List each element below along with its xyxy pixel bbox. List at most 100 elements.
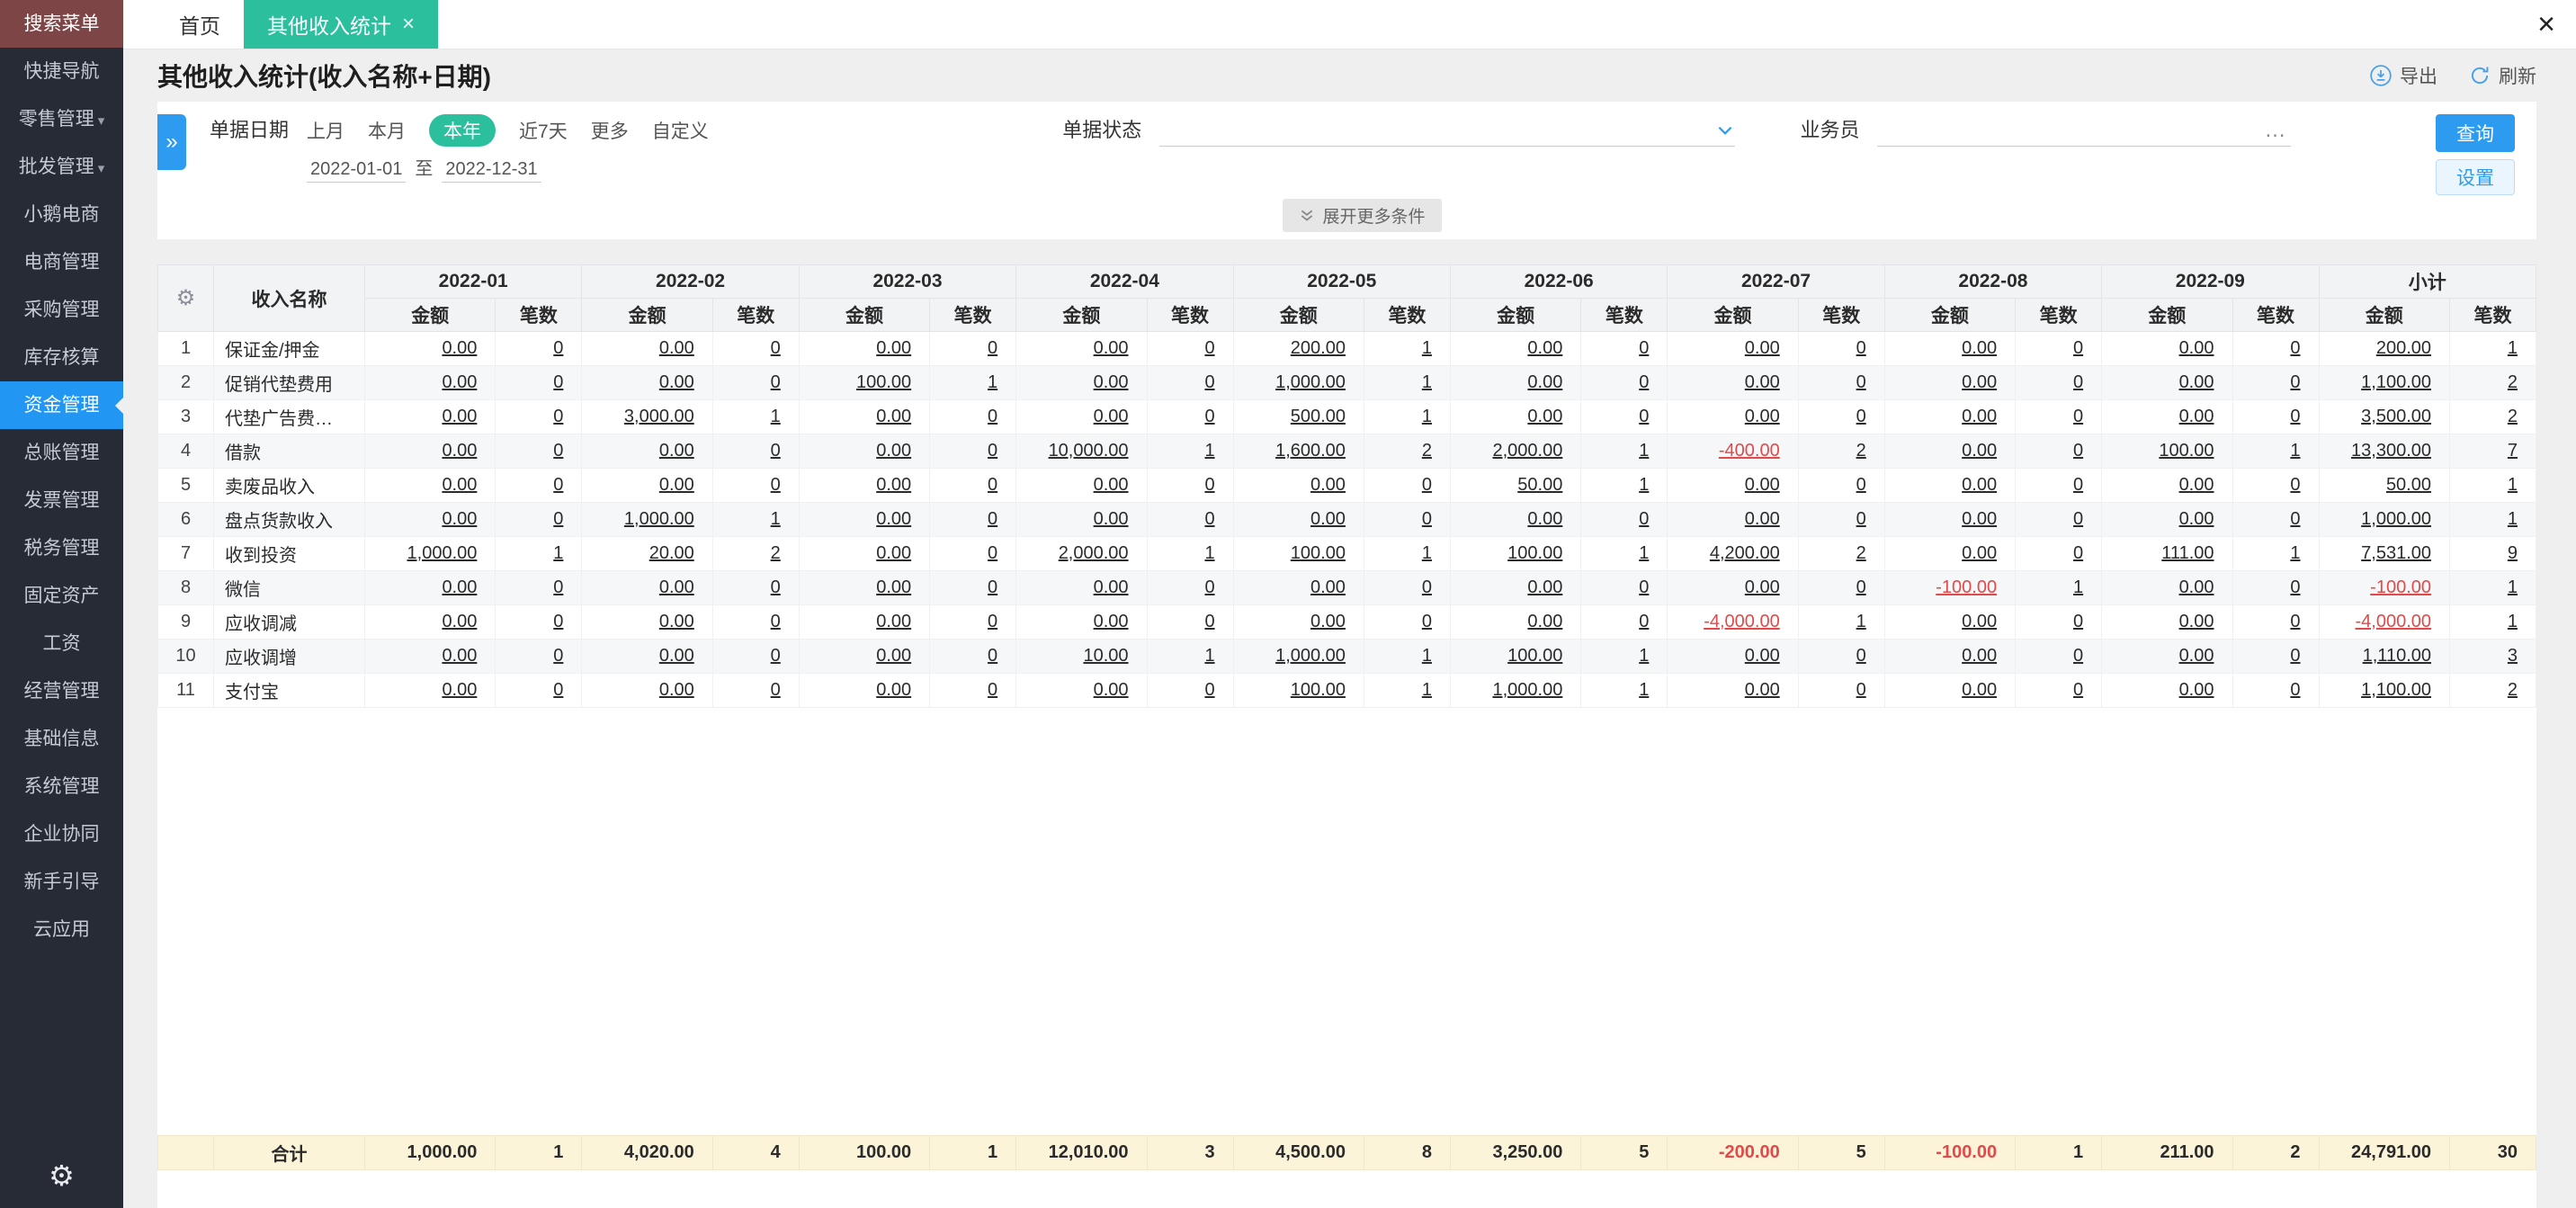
count-cell[interactable]: 0 bbox=[2232, 331, 2320, 366]
count-cell[interactable]: 1 bbox=[2015, 570, 2103, 605]
amount-cell[interactable]: -400.00 bbox=[1667, 434, 1799, 469]
count-cell[interactable]: 0 bbox=[2015, 331, 2103, 366]
sidebar-item[interactable]: 新手引导 bbox=[0, 858, 123, 906]
amount-cell[interactable]: 0.00 bbox=[363, 434, 496, 469]
count-cell[interactable]: 0 bbox=[495, 399, 583, 434]
amount-cell[interactable]: 0.00 bbox=[1883, 434, 2017, 469]
amount-cell[interactable]: 1,100.00 bbox=[2318, 673, 2451, 708]
date-option[interactable]: 上月 bbox=[307, 121, 345, 142]
count-cell[interactable]: 0 bbox=[929, 331, 1017, 366]
count-cell[interactable]: 0 bbox=[1146, 331, 1234, 366]
amount-cell[interactable]: 111.00 bbox=[2101, 536, 2233, 571]
sidebar-item[interactable]: 采购管理 bbox=[0, 286, 123, 334]
sidebar-item[interactable]: 固定资产 bbox=[0, 572, 123, 620]
count-cell[interactable]: 0 bbox=[2015, 639, 2103, 674]
count-cell[interactable]: 1 bbox=[2449, 331, 2536, 366]
count-cell[interactable]: 0 bbox=[495, 673, 583, 708]
amount-cell[interactable]: 200.00 bbox=[2318, 331, 2451, 366]
count-cell[interactable]: 1 bbox=[1580, 536, 1668, 571]
export-button[interactable]: 导出 bbox=[2369, 62, 2437, 89]
count-cell[interactable]: 0 bbox=[1797, 673, 1885, 708]
amount-cell[interactable]: 0.00 bbox=[798, 639, 931, 674]
count-cell[interactable]: 1 bbox=[2232, 434, 2320, 469]
count-cell[interactable]: 0 bbox=[495, 604, 583, 640]
count-cell[interactable]: 2 bbox=[2449, 399, 2536, 434]
amount-cell[interactable]: 0.00 bbox=[1015, 673, 1148, 708]
count-cell[interactable]: 1 bbox=[1146, 434, 1234, 469]
count-cell[interactable]: 0 bbox=[1797, 399, 1885, 434]
amount-cell[interactable]: 0.00 bbox=[363, 673, 496, 708]
amount-cell[interactable]: 0.00 bbox=[798, 399, 931, 434]
amount-cell[interactable]: 13,300.00 bbox=[2318, 434, 2451, 469]
amount-cell[interactable]: 4,200.00 bbox=[1667, 536, 1799, 571]
amount-cell[interactable]: 0.00 bbox=[363, 468, 496, 503]
sidebar-item[interactable]: 快捷导航 bbox=[0, 48, 123, 95]
amount-cell[interactable]: 0.00 bbox=[798, 331, 931, 366]
count-cell[interactable]: 0 bbox=[1363, 604, 1451, 640]
amount-cell[interactable]: 0.00 bbox=[1232, 570, 1364, 605]
tab-active[interactable]: 其他收入统计 × bbox=[244, 0, 439, 49]
sidebar-item[interactable]: 经营管理 bbox=[0, 667, 123, 715]
amount-cell[interactable]: 1,000.00 bbox=[1232, 639, 1364, 674]
count-cell[interactable]: 1 bbox=[2232, 536, 2320, 571]
count-cell[interactable]: 1 bbox=[1146, 639, 1234, 674]
amount-cell[interactable]: 0.00 bbox=[2101, 331, 2233, 366]
count-cell[interactable]: 1 bbox=[1363, 639, 1451, 674]
amount-cell[interactable]: 1,000.00 bbox=[2318, 502, 2451, 537]
amount-cell[interactable]: 100.00 bbox=[1449, 639, 1582, 674]
count-cell[interactable]: 0 bbox=[1363, 502, 1451, 537]
amount-cell[interactable]: 0.00 bbox=[363, 331, 496, 366]
amount-cell[interactable]: 0.00 bbox=[1883, 331, 2017, 366]
amount-cell[interactable]: 0.00 bbox=[1883, 639, 2017, 674]
amount-cell[interactable]: 0.00 bbox=[2101, 502, 2233, 537]
count-cell[interactable]: 0 bbox=[1580, 365, 1668, 400]
date-option[interactable]: 近7天 bbox=[519, 121, 568, 142]
amount-cell[interactable]: 0.00 bbox=[1015, 604, 1148, 640]
amount-cell[interactable]: 0.00 bbox=[798, 468, 931, 503]
amount-cell[interactable]: 0.00 bbox=[798, 536, 931, 571]
count-cell[interactable]: 2 bbox=[1363, 434, 1451, 469]
sidebar-item[interactable]: 发票管理 bbox=[0, 477, 123, 524]
count-cell[interactable]: 0 bbox=[929, 434, 1017, 469]
amount-cell[interactable]: 0.00 bbox=[1883, 604, 2017, 640]
amount-cell[interactable]: 0.00 bbox=[2101, 673, 2233, 708]
count-cell[interactable]: 0 bbox=[1363, 570, 1451, 605]
count-cell[interactable]: 1 bbox=[1797, 604, 1885, 640]
amount-cell[interactable]: 0.00 bbox=[1015, 502, 1148, 537]
amount-cell[interactable]: 0.00 bbox=[1883, 673, 2017, 708]
date-option[interactable]: 本年 bbox=[429, 114, 496, 147]
amount-cell[interactable]: 1,110.00 bbox=[2318, 639, 2451, 674]
amount-cell[interactable]: 100.00 bbox=[1449, 536, 1582, 571]
sidebar-item[interactable]: 税务管理 bbox=[0, 524, 123, 572]
count-cell[interactable]: 1 bbox=[1363, 399, 1451, 434]
count-cell[interactable]: 0 bbox=[711, 331, 800, 366]
sidebar-item[interactable]: 工资 bbox=[0, 620, 123, 667]
amount-cell[interactable]: 20.00 bbox=[581, 536, 713, 571]
amount-cell[interactable]: 2,000.00 bbox=[1015, 536, 1148, 571]
count-cell[interactable]: 0 bbox=[495, 468, 583, 503]
count-cell[interactable]: 0 bbox=[1146, 399, 1234, 434]
count-cell[interactable]: 1 bbox=[1580, 434, 1668, 469]
amount-cell[interactable]: 0.00 bbox=[1449, 570, 1582, 605]
count-cell[interactable]: 0 bbox=[2232, 604, 2320, 640]
amount-cell[interactable]: 0.00 bbox=[1449, 365, 1582, 400]
count-cell[interactable]: 1 bbox=[1580, 639, 1668, 674]
amount-cell[interactable]: 0.00 bbox=[1883, 536, 2017, 571]
count-cell[interactable]: 1 bbox=[711, 502, 800, 537]
amount-cell[interactable]: 0.00 bbox=[1667, 639, 1799, 674]
count-cell[interactable]: 0 bbox=[1580, 604, 1668, 640]
count-cell[interactable]: 0 bbox=[1363, 468, 1451, 503]
count-cell[interactable]: 0 bbox=[495, 331, 583, 366]
sidebar-item[interactable]: 企业协同 bbox=[0, 810, 123, 858]
amount-cell[interactable]: 0.00 bbox=[581, 434, 713, 469]
count-cell[interactable]: 0 bbox=[1580, 331, 1668, 366]
count-cell[interactable]: 1 bbox=[1363, 365, 1451, 400]
amount-cell[interactable]: 0.00 bbox=[581, 468, 713, 503]
count-cell[interactable]: 7 bbox=[2449, 434, 2536, 469]
amount-cell[interactable]: 10.00 bbox=[1015, 639, 1148, 674]
count-cell[interactable]: 0 bbox=[1797, 570, 1885, 605]
count-cell[interactable]: 0 bbox=[495, 570, 583, 605]
amount-cell[interactable]: 0.00 bbox=[1015, 331, 1148, 366]
amount-cell[interactable]: 0.00 bbox=[363, 365, 496, 400]
count-cell[interactable]: 0 bbox=[1146, 570, 1234, 605]
